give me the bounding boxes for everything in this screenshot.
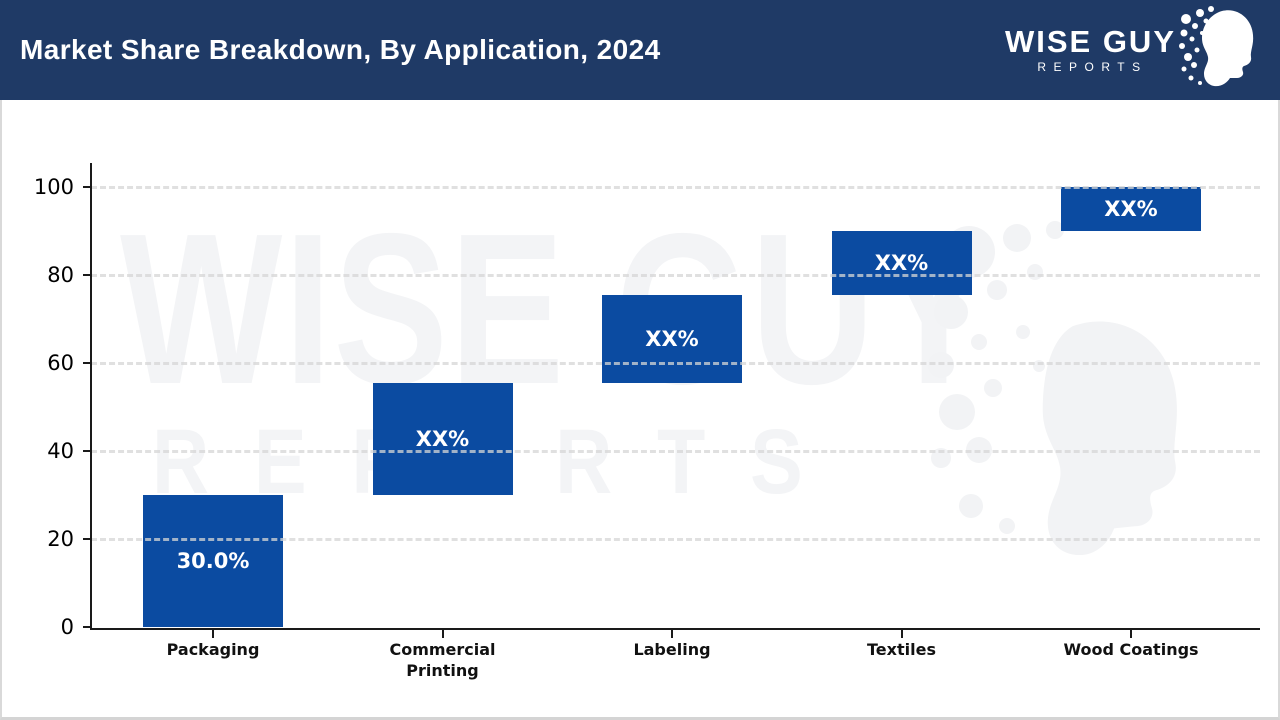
chart-area: WISE GUY REPORTS 02040608010030.0%Packag… [0,100,1280,720]
brand-subname: REPORTS [1037,60,1148,74]
bar-value-label: XX% [1104,197,1158,221]
gridline-y20 [91,538,1260,541]
y-tick-mark [83,538,91,540]
y-tick-mark [83,274,91,276]
brand-logo: WISE GUY REPORTS [1005,5,1256,95]
brand-name: WISE GUY [1004,24,1176,59]
x-tick-mark [212,630,214,638]
x-category-label: Packaging [166,640,260,659]
bar-value-label: XX% [874,250,929,275]
gridline-y60 [91,362,1260,365]
x-tick-mark [1130,630,1132,638]
y-tick-mark [83,186,91,188]
x-tick-mark [900,630,903,638]
y-tick-mark [83,626,91,628]
y-axis-line [90,163,92,630]
y-tick-label: 80 [47,263,74,287]
gridline-y100 [91,186,1260,189]
bar-labeling [602,294,742,383]
x-tick-mark [671,630,673,638]
bar-textiles [831,231,972,295]
y-tick-label: 60 [47,351,74,375]
y-tick-label: 0 [60,615,74,639]
y-tick-label: 20 [47,527,74,551]
gridline-y80 [91,274,1260,277]
watermark-wiseguy-text: WISE GUY [120,188,993,429]
gridline-y40 [91,450,1260,453]
y-tick-mark [83,450,91,452]
x-category-label: Commercial Printing [389,640,496,680]
bar-value-label: XX% [415,426,470,451]
brand-logo-text: WISE GUY REPORTS [1005,26,1176,74]
x-axis-line [90,628,1260,630]
y-tick-label: 100 [33,175,74,199]
y-tick-mark [83,362,91,364]
x-category-label: Wood Coatings [1063,640,1199,659]
page-title: Market Share Breakdown, By Application, … [20,34,661,65]
bar-value-label: 30.0% [176,549,250,573]
header-bar: Market Share Breakdown, By Application, … [0,0,1280,100]
bar-packaging [143,495,283,627]
bar-wood-coatings [1061,187,1201,231]
x-category-label: Textiles [867,640,936,659]
bar-commercial-printing [372,382,513,495]
x-tick-mark [441,630,444,638]
y-tick-label: 40 [47,439,74,463]
x-category-label: Labeling [633,640,711,659]
bar-value-label: XX% [645,326,699,351]
head-dots-icon [1178,5,1256,95]
